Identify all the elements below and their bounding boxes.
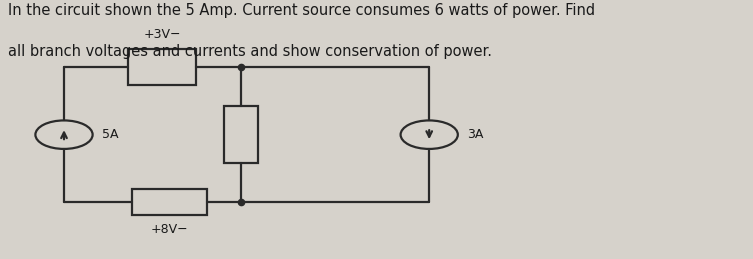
Bar xyxy=(128,49,196,85)
Bar xyxy=(132,189,207,215)
Text: +8V−: +8V− xyxy=(151,223,188,236)
Text: 3A: 3A xyxy=(467,128,483,141)
Text: all branch voltages and currents and show conservation of power.: all branch voltages and currents and sho… xyxy=(8,44,492,59)
Bar xyxy=(224,106,258,163)
Text: +3V−: +3V− xyxy=(143,28,181,41)
Text: In the circuit shown the 5 Amp. Current source consumes 6 watts of power. Find: In the circuit shown the 5 Amp. Current … xyxy=(8,3,595,18)
Text: 5A: 5A xyxy=(102,128,118,141)
